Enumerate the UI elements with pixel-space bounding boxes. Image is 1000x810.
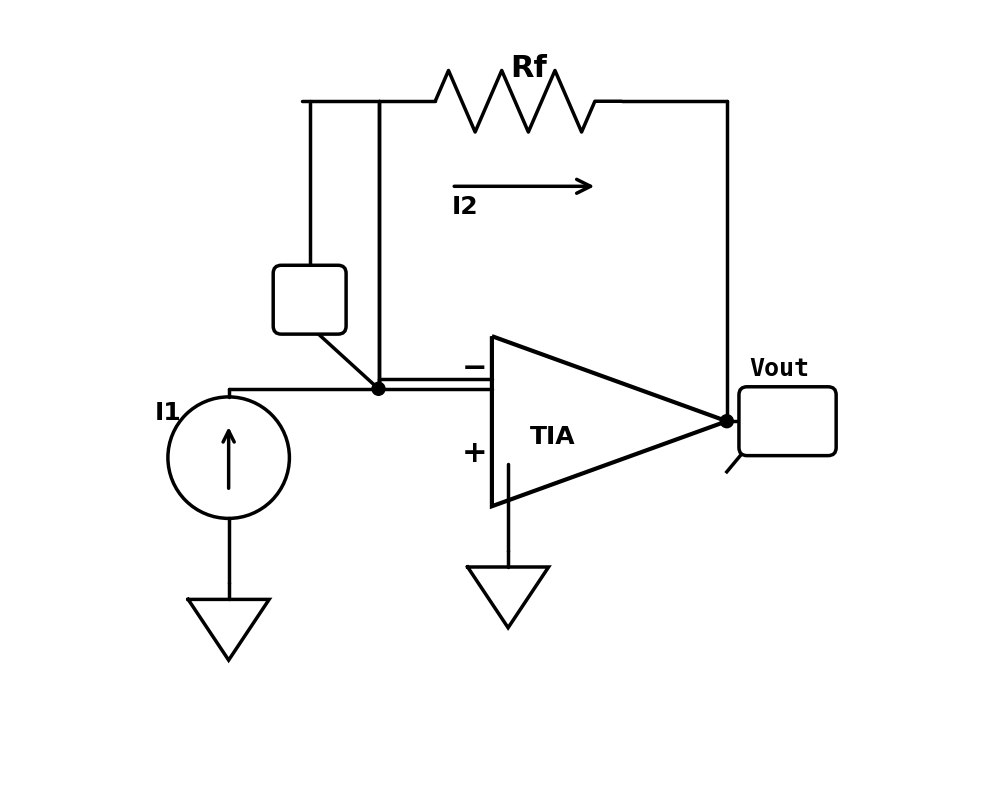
Text: TIA: TIA bbox=[530, 425, 575, 450]
FancyBboxPatch shape bbox=[739, 387, 836, 455]
Circle shape bbox=[720, 415, 733, 428]
Text: −: − bbox=[461, 354, 487, 383]
Text: Vout: Vout bbox=[749, 356, 809, 381]
Circle shape bbox=[372, 382, 385, 395]
Text: A: A bbox=[284, 292, 303, 316]
FancyBboxPatch shape bbox=[273, 266, 346, 334]
Text: I2: I2 bbox=[451, 194, 478, 219]
Text: I1: I1 bbox=[155, 401, 181, 425]
Text: Rf: Rf bbox=[510, 54, 547, 83]
Text: +: + bbox=[461, 439, 487, 468]
